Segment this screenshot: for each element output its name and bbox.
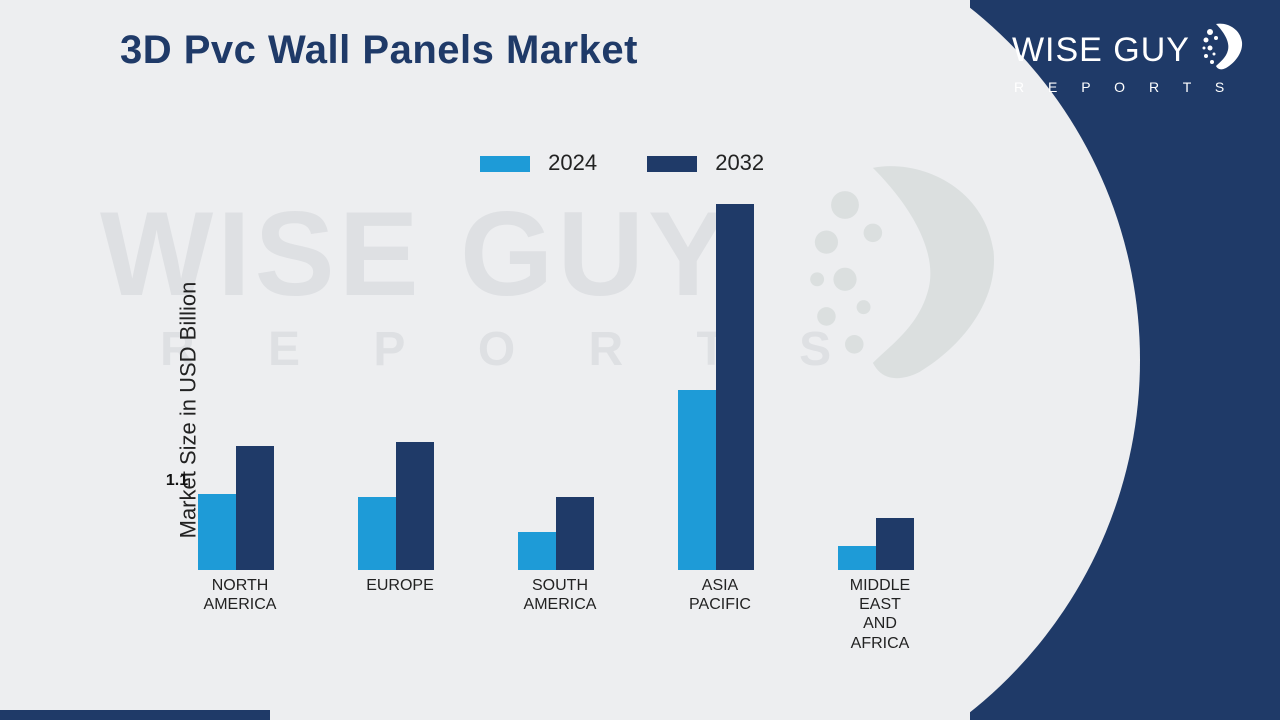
plot-area: 1.1 NORTHAMERICAEUROPESOUTHAMERICAASIAPA…: [140, 190, 940, 570]
bar-2032: [396, 442, 434, 570]
legend: 2024 2032: [480, 150, 764, 176]
bar-2024: [198, 494, 236, 570]
bar-2032: [716, 204, 754, 570]
head-icon: [1196, 18, 1252, 83]
bar-2024: [358, 497, 396, 570]
category-label: NORTHAMERICA: [180, 576, 300, 614]
stage: 3D Pvc Wall Panels Market WISE GUY R E P…: [0, 0, 1280, 720]
brand-logo-main: WISE GUY: [1012, 18, 1252, 83]
bar-2032: [556, 497, 594, 570]
bottom-accent-bar: [0, 710, 270, 720]
legend-label-2024: 2024: [548, 150, 597, 175]
legend-label-2032: 2032: [715, 150, 764, 175]
bar-2024: [838, 546, 876, 570]
brand-logo: WISE GUY R E P O R T S: [1012, 18, 1252, 95]
bar-2024: [518, 532, 556, 570]
category-label: MIDDLEEASTANDAFRICA: [820, 576, 940, 653]
bar-2032: [876, 518, 914, 570]
bar-2024: [678, 390, 716, 570]
legend-item-2032: 2032: [647, 150, 764, 176]
legend-item-2024: 2024: [480, 150, 597, 176]
chart-title: 3D Pvc Wall Panels Market: [120, 28, 638, 73]
brand-main-text: WISE GUY: [1012, 31, 1190, 70]
category-label: ASIAPACIFIC: [660, 576, 780, 614]
legend-swatch-2032: [647, 156, 697, 172]
bar-2032: [236, 446, 274, 570]
chart: Market Size in USD Billion 2024 2032 1.1…: [60, 150, 960, 670]
category-label: EUROPE: [340, 576, 460, 595]
legend-swatch-2024: [480, 156, 530, 172]
value-label: 1.1: [152, 472, 202, 490]
category-label: SOUTHAMERICA: [500, 576, 620, 614]
brand-sub-text: R E P O R T S: [1014, 79, 1252, 95]
